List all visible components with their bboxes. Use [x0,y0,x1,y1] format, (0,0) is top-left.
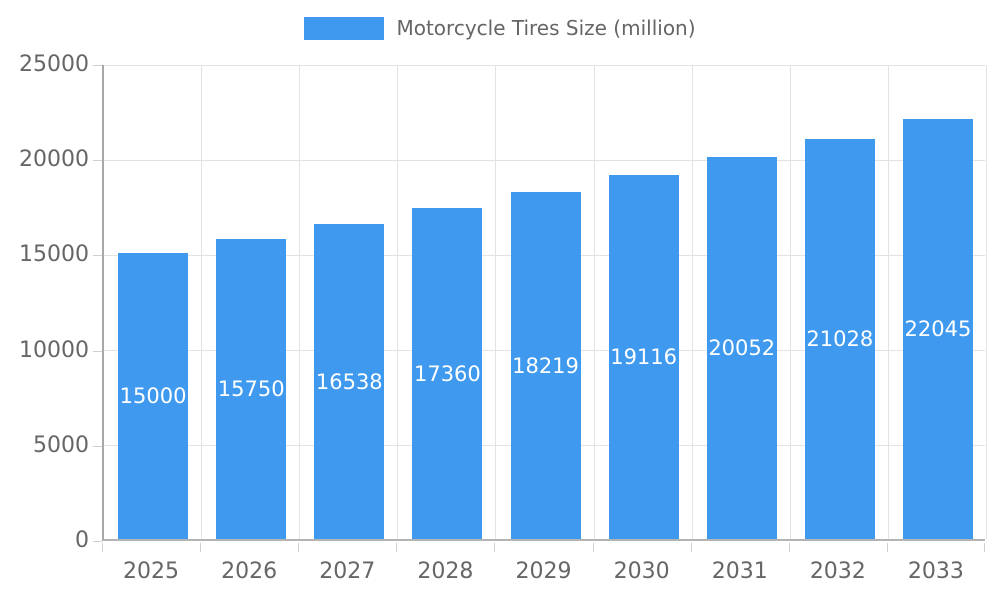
bar-value-label: 19116 [610,345,678,370]
bar-2025[interactable]: 15000 [118,253,189,539]
x-axis-tick [494,543,496,552]
x-axis-label-2027: 2027 [319,559,376,584]
y-axis-label: 5000 [33,432,89,458]
bar-value-label: 18219 [512,353,579,378]
bar-value-label: 15750 [217,377,285,402]
y-axis-tick [93,255,102,257]
bar-2027[interactable]: 16538 [314,224,385,539]
x-axis-tick [396,543,398,552]
y-axis-label: 10000 [19,337,89,363]
x-axis-tick [690,543,692,552]
gridline-horizontal [104,159,985,161]
x-axis-tick [102,543,103,552]
y-axis-label: 20000 [19,147,89,173]
bar-2033[interactable]: 22045 [902,119,973,539]
gridline-vertical [201,65,203,539]
x-axis-tick [200,543,202,552]
x-axis-label-2028: 2028 [417,559,474,584]
gridline-vertical [691,65,693,539]
y-axis-tick [93,541,102,542]
legend-label: Motorcycle Tires Size (million) [396,16,696,40]
bar-value-label: 17360 [413,361,481,386]
x-axis-label-2025: 2025 [123,559,180,584]
gridline-vertical [397,65,399,539]
legend-swatch-icon [304,16,385,40]
y-axis-label: 0 [75,528,89,553]
x-axis-label-2033: 2033 [907,559,964,584]
gridline-vertical [789,65,791,539]
y-axis-tick [93,350,102,352]
x-axis-tick [886,543,888,552]
y-axis-label: 25000 [19,52,89,77]
bar-2026[interactable]: 15750 [216,239,287,539]
y-axis-tick [93,160,102,162]
bar-2029[interactable]: 18219 [510,192,581,539]
plot-area: 15000 15750 16538 17360 18219 19116 20052 21028… [102,64,987,541]
y-axis-tick [93,65,102,66]
bar-value-label: 15000 [119,384,187,409]
x-axis-label-2026: 2026 [221,559,278,584]
bar-2031[interactable]: 20052 [706,157,777,539]
x-axis-label-2030: 2030 [613,559,670,584]
x-axis-tick [298,543,300,552]
gridline-vertical [593,65,595,539]
bar-value-label: 22045 [904,317,972,342]
x-axis-label-2029: 2029 [515,559,572,584]
x-axis-tick [788,543,790,552]
y-axis-label: 15000 [19,242,89,268]
gridline-horizontal [104,64,985,66]
x-axis-tick [592,543,594,552]
x-axis-tick [984,543,985,552]
y-axis-tick [93,445,102,447]
gridline-vertical [887,65,889,539]
bar-value-label: 21028 [806,326,874,351]
x-axis-label-2031: 2031 [711,559,768,584]
bar-value-label: 20052 [708,336,776,361]
bar-2028[interactable]: 17360 [412,208,483,539]
gridline-vertical [986,65,987,539]
x-axis-label-2032: 2032 [809,559,866,584]
bar-value-label: 16538 [315,369,383,394]
bar-2032[interactable]: 21028 [804,138,875,539]
gridline-vertical [495,65,497,539]
gridline-vertical [299,65,301,539]
legend[interactable]: Motorcycle Tires Size (million) [0,16,1000,40]
bar-2030[interactable]: 19116 [608,175,679,539]
